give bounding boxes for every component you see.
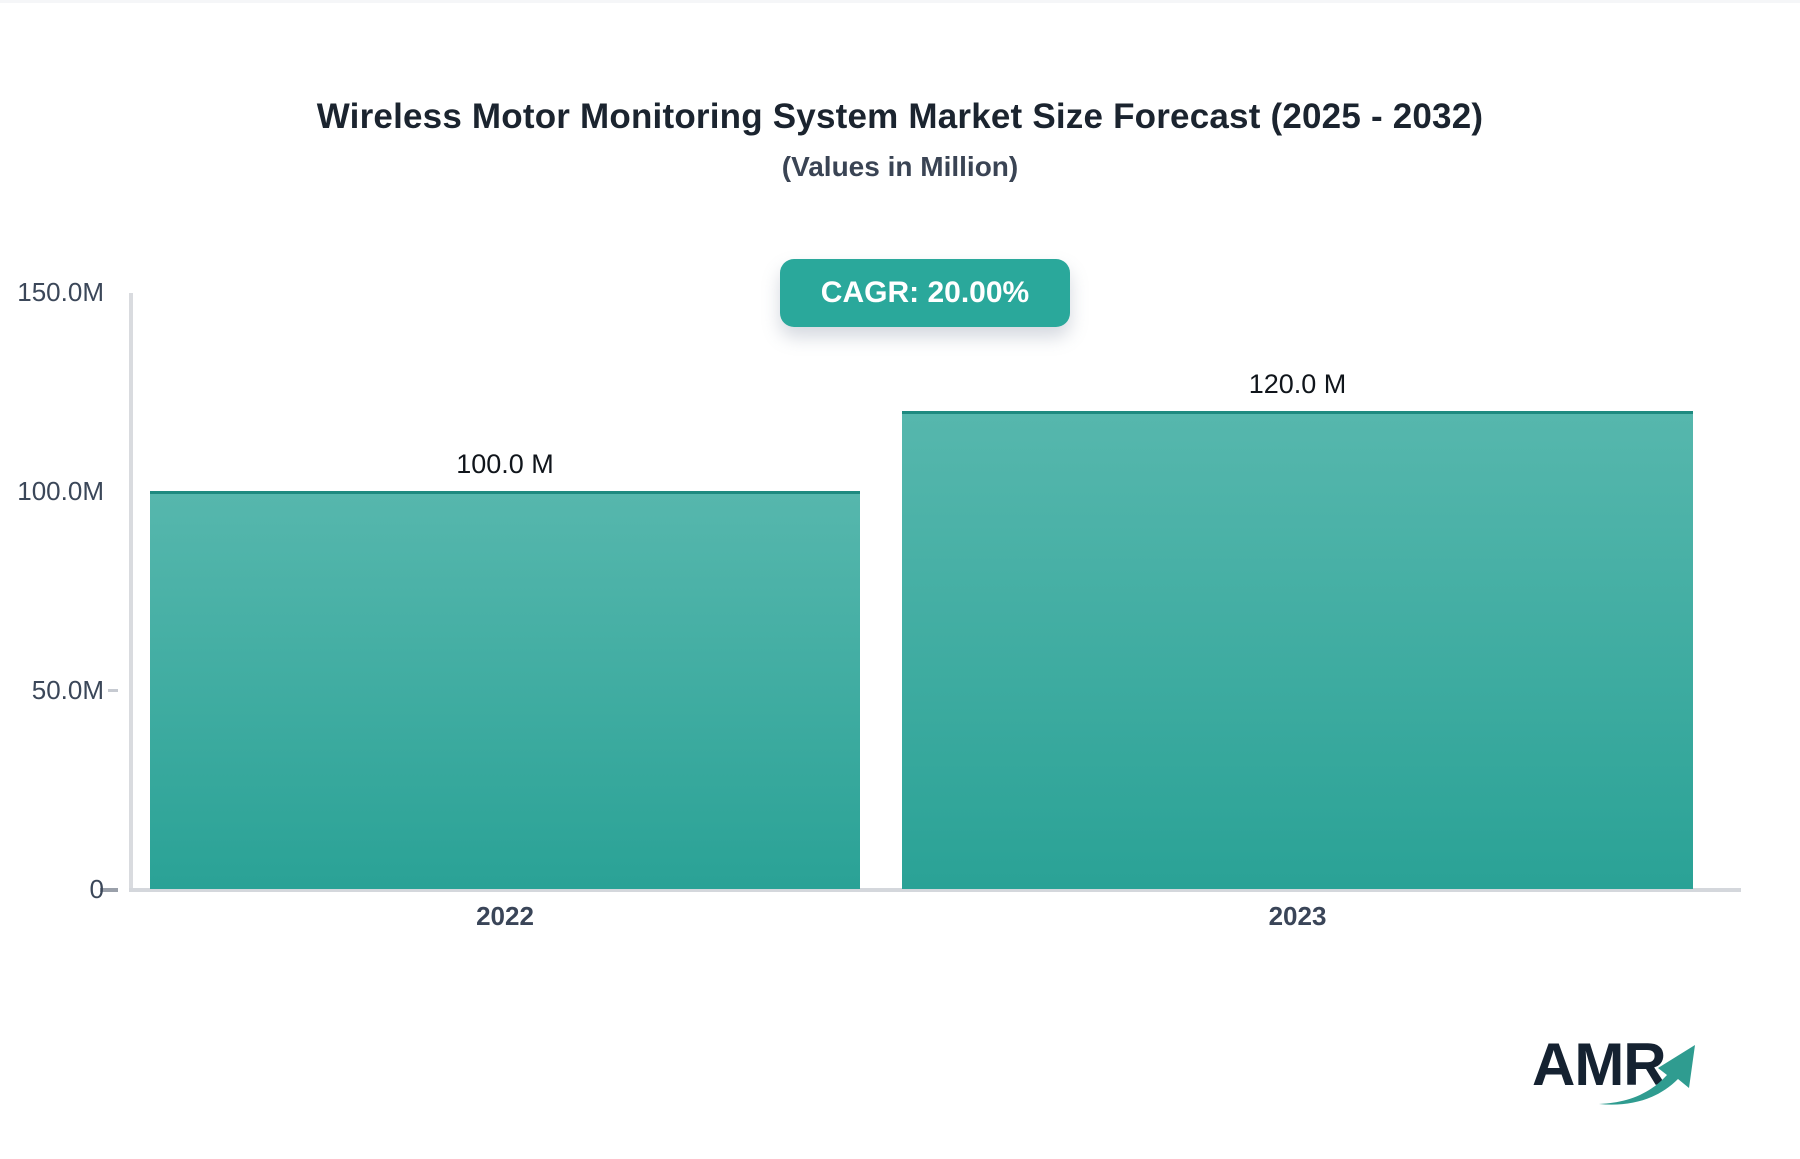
x-axis-label-2022: 2022: [476, 901, 534, 931]
x-axis-label-2023: 2023: [1268, 901, 1327, 931]
y-axis-label-150m: 150.0M: [17, 277, 104, 307]
y-axis-label-0: 0: [89, 874, 104, 904]
bar-2023[interactable]: [902, 411, 1693, 889]
y-tick-50m: [108, 689, 118, 692]
bar-value-label-2022: 100.0 M: [456, 449, 554, 479]
cagr-badge: CAGR: 20.00%: [780, 259, 1070, 327]
chart-subtitle: (Values in Million): [781, 151, 1019, 182]
chart-title: Wireless Motor Monitoring System Market …: [316, 97, 1484, 136]
y-tick-0: [100, 888, 118, 892]
bar-2022[interactable]: [150, 491, 860, 889]
amr-logo-text: AMR: [1532, 1031, 1667, 1098]
x-axis-baseline: [129, 888, 1741, 892]
growth-arrow-icon: [1599, 1045, 1695, 1105]
y-axis-label-100m: 100.0M: [17, 476, 104, 506]
y-axis-label-50m: 50.0M: [31, 675, 104, 705]
amr-logo: AMR: [1532, 1033, 1732, 1113]
bar-value-label-2023: 120.0 M: [1248, 369, 1347, 399]
y-axis-line: [129, 293, 133, 890]
